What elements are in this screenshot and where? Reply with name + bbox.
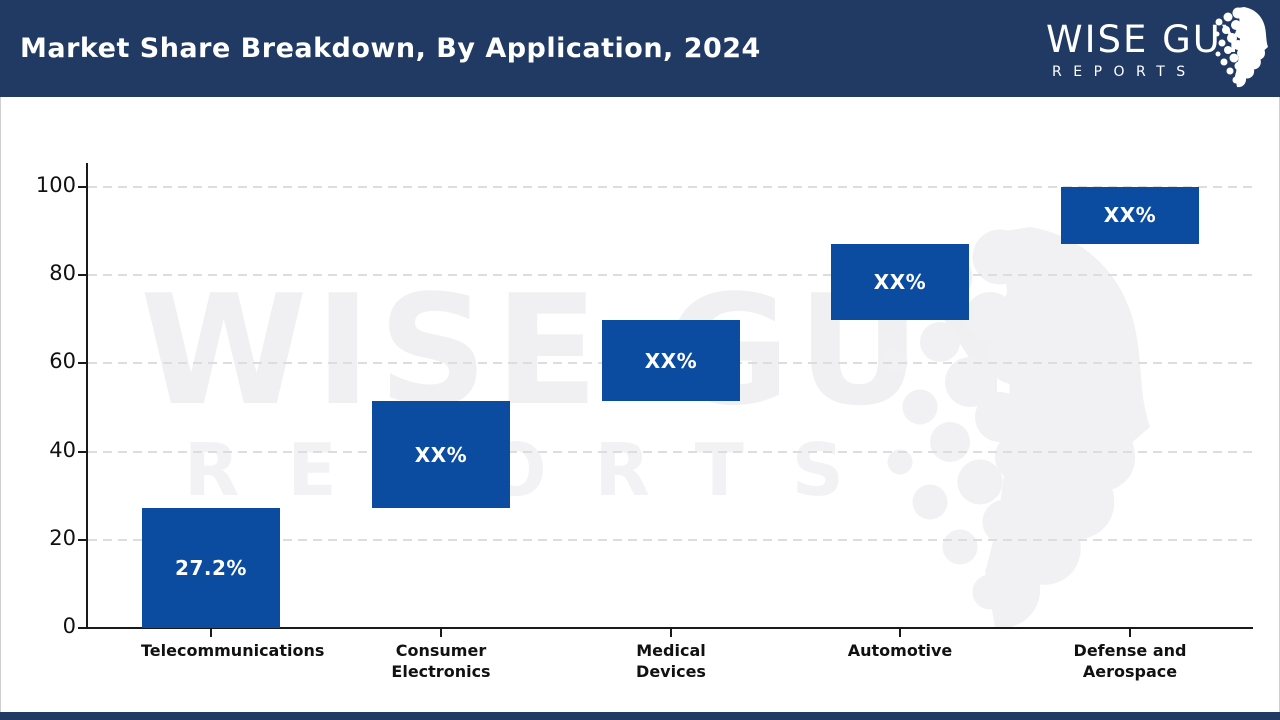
gridline	[88, 450, 1253, 453]
gridline	[88, 538, 1253, 541]
bar-value-label: XX%	[873, 269, 927, 294]
y-axis-tick-label: 80	[49, 261, 76, 286]
x-axis-tick	[1129, 629, 1131, 637]
y-axis-tick-label: 20	[49, 525, 76, 550]
gridline	[88, 274, 1253, 277]
y-axis-tick	[78, 362, 87, 365]
waterfall-bar: XX%	[831, 243, 969, 320]
y-axis-tick-label: 40	[49, 437, 76, 462]
y-axis-tick	[78, 627, 87, 629]
waterfall-bar: XX%	[602, 319, 740, 402]
y-axis-line	[86, 163, 88, 629]
y-axis-tick-label: 100	[35, 173, 76, 197]
logo-wordmark: WISE GUY	[1046, 18, 1246, 61]
waterfall-bar: XX%	[1061, 187, 1199, 244]
logo-subtitle: REPORTS	[1052, 64, 1197, 80]
x-axis-category-label: Automotive	[847, 641, 953, 660]
y-axis-tick	[78, 274, 87, 277]
x-axis-tick	[440, 629, 442, 637]
bar-value-label: 27.2%	[175, 556, 247, 581]
x-axis-category-label: Defense and Aerospace	[1073, 641, 1187, 681]
x-axis-category-label: Medical Devices	[636, 641, 706, 681]
wiseguy-logo: WISE GUY REPORTS	[1046, 7, 1268, 88]
bar-value-label: XX%	[644, 348, 698, 373]
wiseguy-face-icon	[1214, 7, 1268, 88]
footer-bar	[0, 712, 1280, 720]
y-axis-tick	[78, 186, 87, 188]
x-axis-category-label: Consumer Electronics	[391, 641, 491, 681]
y-axis-tick-label: 0	[62, 614, 76, 638]
y-axis-tick	[78, 538, 87, 541]
waterfall-bar: 27.2%	[142, 508, 280, 628]
waterfall-bar: XX%	[372, 401, 510, 509]
page-title: Market Share Breakdown, By Application, …	[20, 33, 761, 64]
header-bar: Market Share Breakdown, By Application, …	[0, 0, 1280, 97]
x-axis-line	[86, 627, 1253, 629]
bar-value-label: XX%	[414, 442, 468, 467]
x-axis-category-label: Telecommunications	[141, 641, 325, 660]
watermark-subtitle: REPORTS	[184, 428, 892, 512]
y-axis-tick	[78, 450, 87, 453]
gridline	[88, 186, 1253, 188]
x-axis-tick	[670, 629, 672, 637]
x-axis-tick	[899, 629, 901, 637]
x-axis-tick	[210, 629, 212, 637]
y-axis-tick-label: 60	[49, 349, 76, 374]
bar-value-label: XX%	[1103, 203, 1157, 228]
